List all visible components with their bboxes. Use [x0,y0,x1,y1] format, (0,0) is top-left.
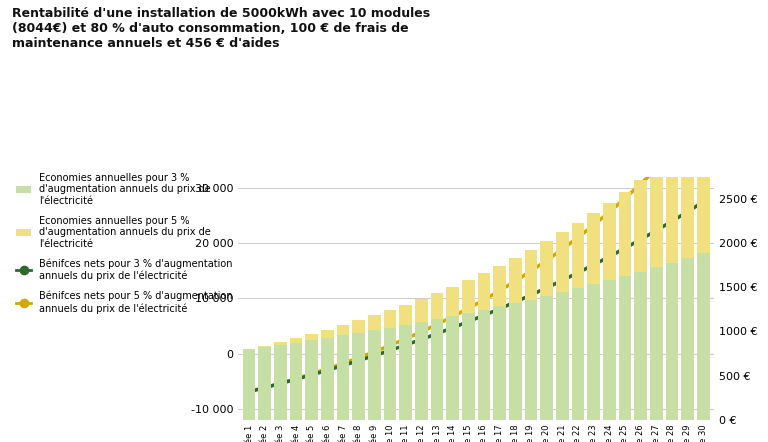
Bar [493,306,506,420]
Bar [571,223,584,420]
Bar [321,338,333,420]
Bar [681,258,694,420]
Bar [603,203,616,420]
Bar [243,349,255,420]
Bar [384,328,396,420]
Bar [619,192,631,420]
Bar [462,313,475,420]
Bar [478,273,490,420]
Bar [336,335,349,420]
Legend: Economies annuelles pour 3 %
d'augmentation annuels du prix de
l'électricité, Ec: Economies annuelles pour 3 % d'augmentat… [12,169,237,317]
Bar [431,293,443,420]
Bar [619,276,631,420]
Bar [525,300,538,420]
Bar [556,232,568,420]
Bar [353,333,365,420]
Bar [634,272,647,420]
Bar [415,322,428,420]
Bar [525,250,538,420]
Bar [571,288,584,420]
Bar [431,319,443,420]
Bar [478,310,490,420]
Bar [681,143,694,420]
Bar [462,280,475,420]
Bar [259,346,271,420]
Bar [650,267,663,420]
Bar [666,263,678,420]
Bar [541,296,553,420]
Bar [399,325,412,420]
Bar [399,305,412,420]
Bar [274,342,286,420]
Bar [650,168,663,420]
Bar [321,330,333,420]
Bar [274,345,286,420]
Bar [384,310,396,420]
Bar [697,253,710,420]
Bar [306,334,318,420]
Bar [493,266,506,420]
Bar [509,258,521,420]
Bar [306,340,318,420]
Bar [588,213,600,420]
Text: Rentabilité d'une installation de 5000kWh avec 10 modules
(8044€) et 80 % d'auto: Rentabilité d'une installation de 5000kW… [12,7,429,50]
Bar [588,284,600,420]
Bar [336,325,349,420]
Bar [446,316,459,420]
Bar [697,129,710,420]
Bar [446,286,459,420]
Bar [368,330,381,420]
Bar [353,320,365,420]
Bar [556,292,568,420]
Bar [634,180,647,420]
Bar [243,349,255,420]
Bar [290,338,303,420]
Bar [541,241,553,420]
Bar [259,347,271,420]
Bar [603,280,616,420]
Bar [415,299,428,420]
Bar [290,343,303,420]
Bar [666,156,678,420]
Bar [509,303,521,420]
Bar [368,316,381,420]
